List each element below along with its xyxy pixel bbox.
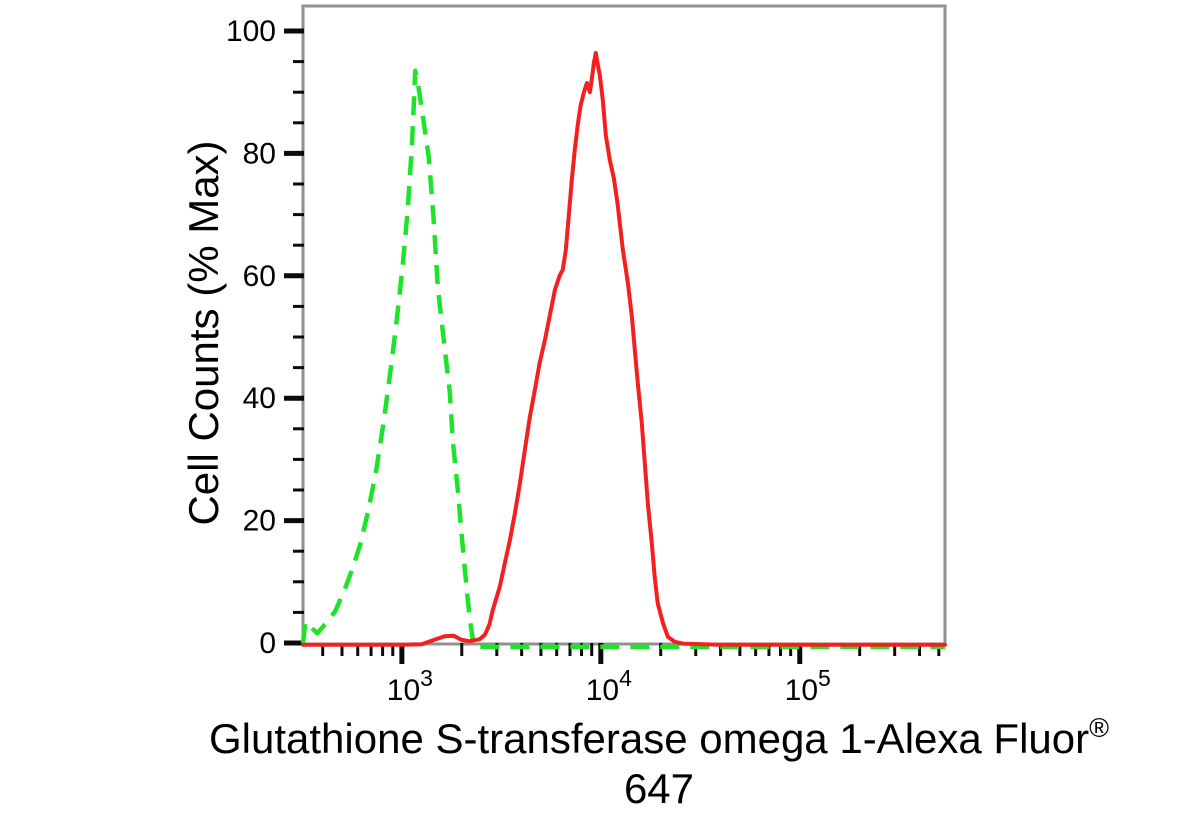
y-tick-labels: 0 20 40 60 80 100 (226, 15, 276, 660)
x-axis-title: Glutathione S-transferase omega 1-Alexa … (130, 713, 1188, 813)
x-tick-label: 104 (586, 665, 632, 707)
y-tick-label: 20 (243, 505, 276, 538)
y-tick-label: 100 (226, 15, 276, 48)
x-tick-label: 103 (387, 665, 433, 707)
registered-trademark-symbol: ® (1089, 713, 1110, 743)
x-axis-ticks (321, 643, 941, 664)
x-tick-label: 105 (785, 665, 831, 707)
x-axis-title-text: Glutathione S-transferase omega 1-Alexa … (208, 715, 1090, 762)
green-dashed-histogram-curve (300, 68, 945, 649)
y-axis-title: Cell Counts (% Max) (180, 140, 227, 526)
red-solid-histogram-curve (301, 51, 947, 647)
green-dashed-histogram (300, 68, 945, 649)
y-tick-label: 80 (243, 137, 276, 170)
y-axis-ticks (284, 28, 304, 646)
x-tick-labels: 103 104 105 (387, 665, 831, 707)
red-solid-histogram (301, 51, 947, 647)
y-tick-label: 40 (243, 382, 276, 415)
y-tick-label: 60 (243, 260, 276, 293)
y-tick-label: 0 (259, 627, 276, 660)
axis-frame (301, 4, 947, 646)
x-axis-title-line2: 647 (623, 764, 695, 812)
